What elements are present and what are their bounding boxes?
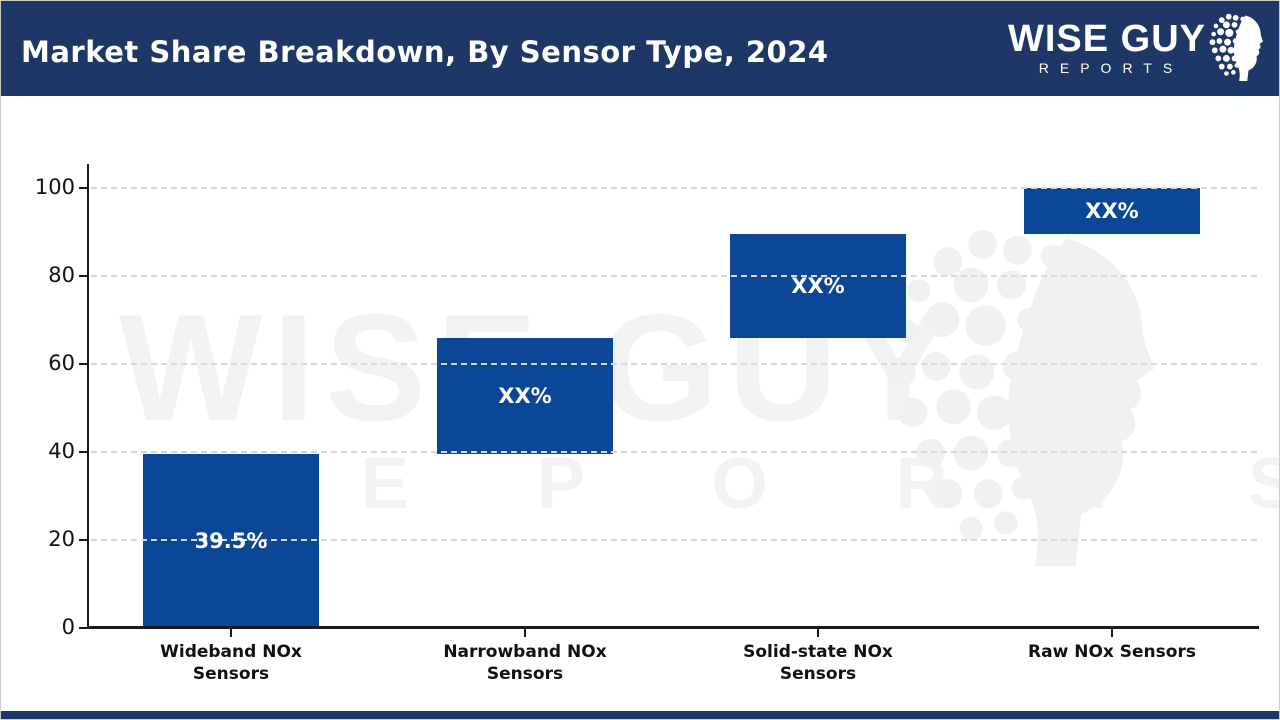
y-tick-mark (79, 627, 87, 629)
bar-value-label: XX% (498, 383, 552, 408)
x-category-label-line: Raw NOx Sensors (1028, 642, 1196, 662)
x-category-label-line: Sensors (192, 664, 270, 685)
y-tick-label: 20 (48, 527, 75, 551)
chart-title: Market Share Breakdown, By Sensor Type, … (21, 35, 829, 69)
header-bar: Market Share Breakdown, By Sensor Type, … (1, 1, 1279, 96)
logo-wiseguy-label: WISE GUY (1007, 17, 1206, 60)
x-tick-mark (524, 629, 526, 637)
bar-value-label: XX% (791, 273, 845, 298)
y-tick-mark (79, 539, 87, 541)
wise-guy-reports-logo: WISE GUY REPORTS (1008, 8, 1267, 88)
y-tick-label: 60 (48, 351, 75, 375)
y-tick-label: 80 (48, 263, 75, 287)
logo-text: WISE GUY REPORTS (1007, 17, 1206, 77)
gridline (91, 275, 1257, 277)
x-category-label: Raw NOx Sensors (992, 641, 1232, 663)
x-tick-mark (817, 629, 819, 637)
bar-segment (143, 454, 319, 628)
x-tick-mark (230, 629, 232, 637)
logo-reports-label: REPORTS (1038, 60, 1184, 77)
x-category-label: Narrowband NOx Sensors (405, 641, 645, 685)
gridline (91, 187, 1257, 189)
y-tick-label: 100 (34, 175, 75, 199)
x-tick-mark (1111, 629, 1113, 637)
x-category-label-line: Sensors (779, 664, 857, 685)
bar-value-label: XX% (1085, 199, 1139, 224)
footer-bar (1, 711, 1279, 719)
bar-segment (437, 337, 613, 455)
x-category-label: Solid-state NOx Sensors (698, 641, 938, 685)
bar-segment (730, 234, 906, 338)
x-category-label-line: Solid-state NOx (743, 642, 893, 662)
bar-value-label: 39.5% (194, 529, 268, 554)
x-category-label-line: Sensors (486, 664, 564, 685)
watermark-dotted-head-icon (886, 229, 1154, 567)
y-tick-label: 40 (48, 439, 75, 463)
y-tick-mark (79, 363, 87, 365)
x-category-label: Wideband NOx Sensors (111, 641, 351, 685)
gridline (91, 451, 1257, 453)
y-tick-mark (79, 451, 87, 453)
y-tick-mark (79, 275, 87, 277)
y-axis-line (87, 164, 89, 628)
gridline (91, 363, 1257, 365)
x-axis-line (87, 626, 1259, 629)
bar-segment (1024, 188, 1200, 235)
gridline (91, 539, 1257, 541)
x-category-label-line: Narrowband NOx (443, 642, 607, 662)
dotted-head-profile-icon (1209, 13, 1263, 82)
y-tick-mark (79, 187, 87, 189)
y-tick-label: 0 (61, 615, 75, 639)
x-category-label-line: Wideband NOx (160, 642, 302, 662)
